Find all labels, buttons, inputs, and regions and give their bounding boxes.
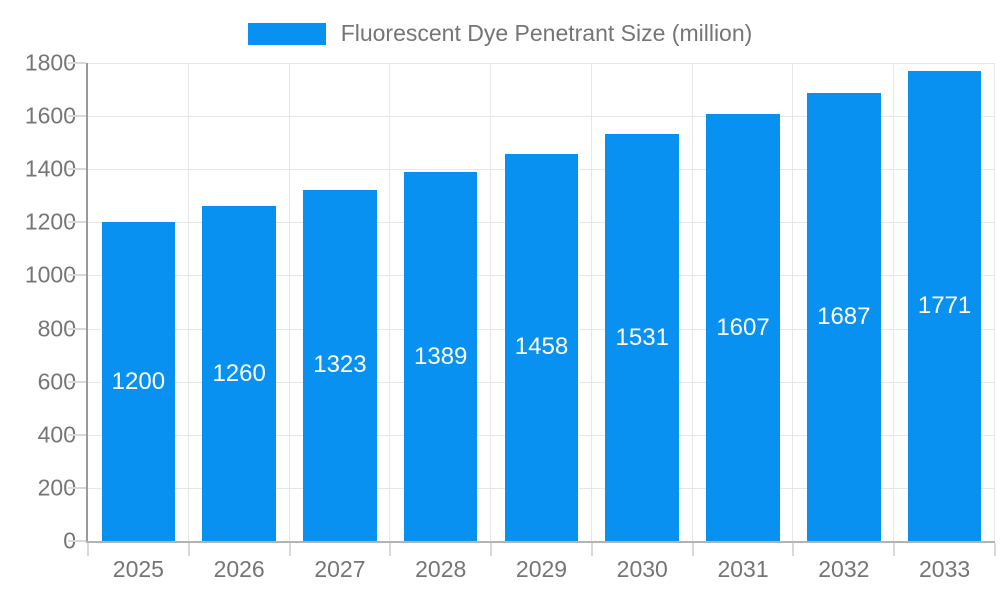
y-axis-tick	[68, 540, 86, 542]
y-axis-label: 0	[63, 527, 76, 554]
v-gridline	[994, 63, 995, 541]
bar-value-label: 1200	[111, 367, 166, 395]
x-axis-line	[86, 541, 995, 543]
y-axis-tick	[68, 62, 86, 64]
bar-column: 1458	[491, 63, 592, 541]
bar: 1607	[706, 114, 780, 541]
bar: 1260	[202, 206, 276, 541]
y-axis-label: 200	[37, 474, 76, 501]
x-axis-label: 2031	[717, 556, 769, 582]
bar-column: 1771	[894, 63, 995, 541]
h-gridline	[88, 63, 995, 64]
x-axis-tick	[288, 543, 291, 556]
y-axis-tick	[68, 115, 86, 118]
x-axis-label: 2028	[415, 556, 467, 582]
bar-value-label: 1323	[313, 351, 367, 379]
x-axis-labels: 2025 2026 2027 2028 2029 2030 2031 2032 2033	[88, 556, 995, 586]
x-axis-tick	[691, 543, 694, 556]
y-axis-label: 600	[37, 368, 76, 395]
v-gridline	[792, 63, 794, 541]
y-axis-label: 800	[37, 315, 76, 342]
bar-value-label: 1389	[414, 342, 468, 370]
bar-value-label: 1458	[514, 333, 569, 361]
y-axis-label: 1600	[24, 102, 76, 129]
bar: 1389	[403, 172, 478, 541]
bar-column: 1607	[693, 63, 794, 541]
y-axis-tick	[68, 221, 86, 224]
bar-column: 1687	[793, 63, 894, 541]
bar-value-label: 1771	[917, 291, 972, 319]
x-axis-label: 2029	[515, 556, 568, 582]
bar-value-label: 1260	[212, 359, 266, 387]
v-gridline	[691, 63, 693, 541]
x-axis-tick	[490, 543, 493, 556]
bar-value-label: 1687	[817, 303, 871, 330]
bar-value-label: 1531	[615, 323, 669, 351]
bar: 1771	[907, 70, 982, 541]
x-axis-tick	[590, 543, 593, 556]
x-axis-label: 2025	[112, 556, 164, 582]
x-axis-tick	[389, 543, 392, 556]
bar: 1323	[303, 189, 377, 541]
y-axis-label: 1200	[24, 208, 76, 235]
y-axis-tick	[68, 274, 86, 277]
y-axis-labels: 0 200 400 600 800 1000 1200 1400 1600 1800	[0, 50, 76, 554]
bar-column: 1531	[592, 63, 693, 541]
legend-swatch	[247, 22, 326, 45]
bar-value-label: 1607	[716, 313, 770, 341]
x-axis-tick	[87, 543, 89, 556]
x-axis-label: 2026	[213, 556, 265, 582]
legend[interactable]: Fluorescent Dye Penetrant Size (million)	[0, 20, 1000, 47]
x-axis-tick	[994, 543, 996, 556]
v-gridline	[389, 63, 391, 541]
x-axis-tick	[893, 543, 896, 556]
bar-column: 1200	[88, 63, 189, 541]
x-axis-label: 2033	[919, 556, 971, 582]
y-axis-label: 1000	[24, 261, 76, 288]
bar: 1200	[101, 222, 176, 541]
x-axis-tick	[792, 543, 795, 556]
v-gridline	[288, 63, 290, 541]
bar-column: 1323	[290, 63, 391, 541]
bar: 1531	[605, 134, 680, 541]
x-axis-tick	[187, 543, 190, 556]
v-gridline	[187, 63, 189, 541]
x-axis-label: 2027	[314, 556, 366, 582]
y-axis-tick	[68, 486, 86, 489]
y-axis-tick	[68, 380, 86, 383]
y-axis-label: 1400	[24, 155, 76, 182]
h-gridline	[88, 116, 995, 118]
y-axis-label: 400	[37, 421, 76, 448]
bar: 1458	[504, 153, 579, 541]
legend-label: Fluorescent Dye Penetrant Size (million)	[340, 20, 753, 46]
x-axis-label: 2030	[616, 556, 668, 582]
y-axis-line	[86, 63, 88, 541]
v-gridline	[490, 63, 492, 541]
v-gridline	[893, 63, 895, 541]
plot-area: 1200 1260 1323 1389 1458 1531 1607 1687 1771	[68, 62, 996, 556]
y-axis-label: 1800	[24, 49, 76, 76]
bar-column: 1260	[189, 63, 290, 541]
v-gridline	[590, 63, 592, 541]
bar-column: 1389	[390, 63, 491, 541]
y-axis-tick	[68, 433, 86, 436]
y-axis-tick	[68, 168, 86, 171]
y-axis-tick	[68, 327, 86, 330]
bar: 1687	[807, 93, 881, 541]
x-axis-label: 2032	[818, 556, 870, 582]
